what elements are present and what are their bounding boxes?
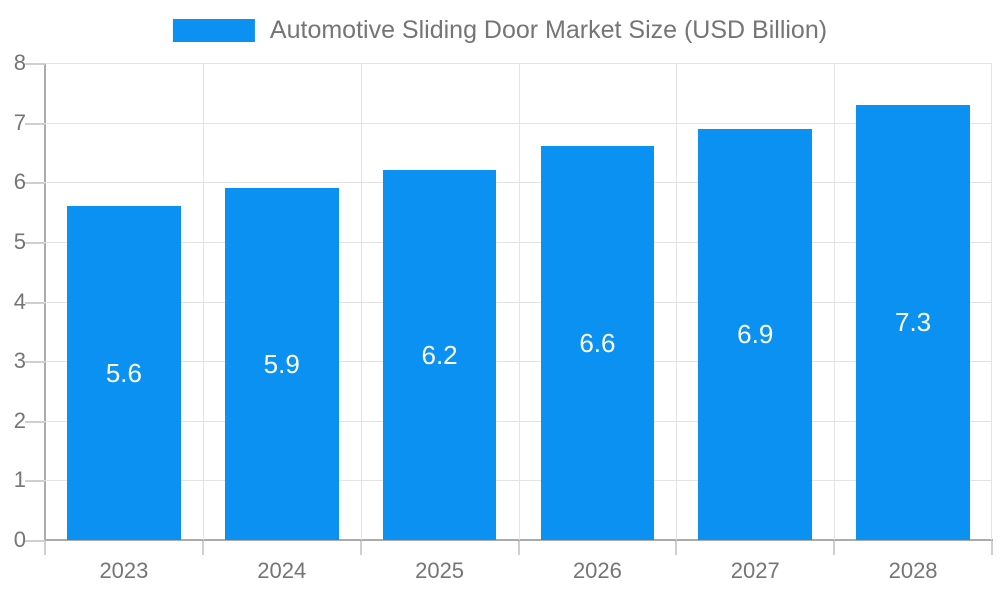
y-axis-tick-label: 3 (13, 348, 26, 374)
bar-value-label: 6.6 (579, 327, 616, 358)
bar[interactable]: 6.2 (382, 170, 497, 540)
y-axis-tick-label: 5 (13, 228, 26, 254)
y-tick-mark (25, 63, 45, 65)
x-gridline (360, 63, 362, 540)
x-gridline (202, 63, 204, 540)
plot-right-border (991, 63, 992, 540)
x-tick-mark (675, 541, 678, 555)
bar[interactable]: 7.3 (856, 104, 970, 540)
bar[interactable]: 6.9 (698, 128, 813, 540)
y-tick-mark (25, 420, 45, 423)
chart-legend[interactable]: Automotive Sliding Door Market Size (USD… (172, 7, 828, 53)
bar-value-label: 5.6 (105, 357, 142, 388)
legend-swatch-icon (172, 18, 255, 42)
x-tick-mark (833, 541, 836, 555)
x-gridline (834, 63, 836, 540)
y-tick-mark (25, 540, 45, 542)
x-tick-mark (201, 541, 204, 555)
bar[interactable]: 5.9 (224, 188, 339, 540)
x-axis-line (44, 539, 993, 541)
y-axis-tick-label: 4 (13, 288, 26, 314)
x-axis-tick-label: 2023 (99, 558, 149, 583)
x-tick-mark (517, 541, 520, 555)
y-axis-tick-label: 8 (13, 50, 26, 75)
bar[interactable]: 5.6 (67, 206, 181, 540)
y-tick-mark (25, 301, 45, 304)
y-tick-mark (25, 480, 45, 483)
y-tick-mark (25, 122, 45, 125)
x-gridline (518, 63, 520, 540)
bar[interactable]: 6.6 (540, 146, 655, 540)
bar-value-label: 6.9 (737, 318, 774, 349)
x-axis-tick-label: 2027 (730, 558, 780, 583)
y-tick-mark (25, 361, 45, 364)
x-axis-tick-label: 2025 (415, 558, 465, 583)
y-axis-tick-label: 0 (13, 527, 26, 552)
x-gridline (676, 63, 678, 540)
legend-label: Automotive Sliding Door Market Size (USD… (269, 15, 828, 44)
bar-value-label: 7.3 (894, 306, 932, 337)
bar-value-label: 5.9 (263, 348, 300, 379)
x-tick-mark (991, 541, 993, 555)
x-axis-tick-label: 2024 (257, 558, 307, 583)
y-tick-mark (25, 182, 45, 185)
y-axis-tick-label: 7 (13, 109, 26, 135)
plot-area: 5.6 5.9 6.2 6.6 6.9 7.3 (45, 63, 992, 540)
x-axis-tick-label: 2028 (888, 558, 938, 583)
y-axis-tick-label: 6 (13, 169, 26, 195)
x-axis-tick-label: 2026 (572, 558, 622, 583)
y-tick-mark (25, 241, 45, 244)
bar-value-label: 6.2 (421, 339, 458, 370)
x-tick-mark (359, 541, 362, 555)
y-axis-tick-label: 2 (13, 407, 26, 433)
y-axis-tick-label: 1 (13, 467, 26, 493)
x-tick-mark (44, 541, 46, 555)
